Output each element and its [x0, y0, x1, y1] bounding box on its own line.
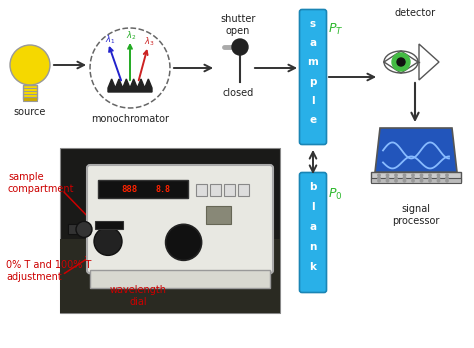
- Ellipse shape: [384, 51, 418, 73]
- Bar: [98, 180, 188, 198]
- Text: detector: detector: [394, 8, 436, 18]
- Circle shape: [438, 174, 440, 176]
- Circle shape: [165, 224, 201, 260]
- Bar: [196, 184, 207, 196]
- Bar: [238, 184, 249, 196]
- Circle shape: [412, 180, 414, 182]
- Text: k: k: [310, 262, 317, 272]
- Text: 0% T and 100% T
adjustment: 0% T and 100% T adjustment: [6, 260, 91, 282]
- Bar: [95, 221, 123, 229]
- Text: signal
processor: signal processor: [392, 204, 440, 227]
- Circle shape: [446, 180, 448, 182]
- Polygon shape: [375, 128, 457, 172]
- Circle shape: [412, 177, 414, 179]
- Text: $P_0$: $P_0$: [328, 187, 343, 202]
- Text: closed: closed: [222, 88, 254, 98]
- Bar: [210, 184, 221, 196]
- Text: $\lambda_3$: $\lambda_3$: [144, 35, 155, 47]
- Text: p: p: [309, 77, 317, 87]
- Bar: [60, 148, 280, 313]
- Circle shape: [10, 45, 50, 85]
- Bar: [224, 184, 235, 196]
- Polygon shape: [371, 172, 461, 182]
- Bar: [23, 85, 37, 99]
- Circle shape: [420, 174, 423, 176]
- Circle shape: [395, 174, 397, 176]
- Text: l: l: [311, 96, 315, 106]
- Circle shape: [395, 177, 397, 179]
- Text: m: m: [308, 57, 319, 67]
- Text: b: b: [309, 182, 317, 192]
- Text: $\lambda_2$: $\lambda_2$: [126, 29, 137, 41]
- Text: shutter
open: shutter open: [220, 14, 255, 35]
- Text: $\lambda_1$: $\lambda_1$: [105, 33, 116, 46]
- Text: 888: 888: [121, 184, 137, 193]
- Text: s: s: [310, 19, 316, 29]
- Circle shape: [429, 177, 431, 179]
- Bar: [60, 239, 280, 313]
- Circle shape: [378, 174, 380, 176]
- Bar: [23, 97, 37, 101]
- FancyBboxPatch shape: [300, 9, 327, 144]
- Circle shape: [397, 58, 405, 66]
- Circle shape: [386, 180, 389, 182]
- Circle shape: [438, 180, 440, 182]
- Circle shape: [446, 174, 448, 176]
- Polygon shape: [108, 79, 152, 92]
- FancyBboxPatch shape: [87, 165, 273, 273]
- Circle shape: [76, 221, 92, 237]
- Circle shape: [412, 174, 414, 176]
- Text: source: source: [14, 107, 46, 117]
- Circle shape: [378, 180, 380, 182]
- Bar: [90, 270, 270, 288]
- Circle shape: [446, 177, 448, 179]
- Circle shape: [438, 177, 440, 179]
- Text: $P_T$: $P_T$: [328, 22, 344, 37]
- Circle shape: [429, 174, 431, 176]
- Bar: [371, 178, 461, 183]
- Text: n: n: [310, 242, 317, 252]
- Circle shape: [386, 174, 389, 176]
- Circle shape: [392, 53, 410, 71]
- Circle shape: [429, 180, 431, 182]
- Text: l: l: [311, 202, 315, 212]
- FancyBboxPatch shape: [300, 173, 327, 293]
- Circle shape: [403, 177, 406, 179]
- Text: sample
compartment: sample compartment: [8, 172, 74, 195]
- Circle shape: [420, 180, 423, 182]
- Circle shape: [378, 177, 380, 179]
- Circle shape: [403, 174, 406, 176]
- Text: a: a: [310, 222, 317, 232]
- Text: monochromator: monochromator: [91, 114, 169, 124]
- Text: wavelength
dial: wavelength dial: [109, 285, 166, 307]
- Text: e: e: [310, 115, 317, 125]
- Circle shape: [395, 180, 397, 182]
- Bar: [206, 206, 230, 224]
- Circle shape: [420, 177, 423, 179]
- Circle shape: [232, 39, 248, 55]
- Text: 8.8: 8.8: [155, 184, 170, 193]
- Text: a: a: [310, 38, 317, 48]
- Circle shape: [386, 177, 389, 179]
- Bar: [68, 224, 90, 235]
- Circle shape: [403, 180, 406, 182]
- Circle shape: [94, 227, 122, 255]
